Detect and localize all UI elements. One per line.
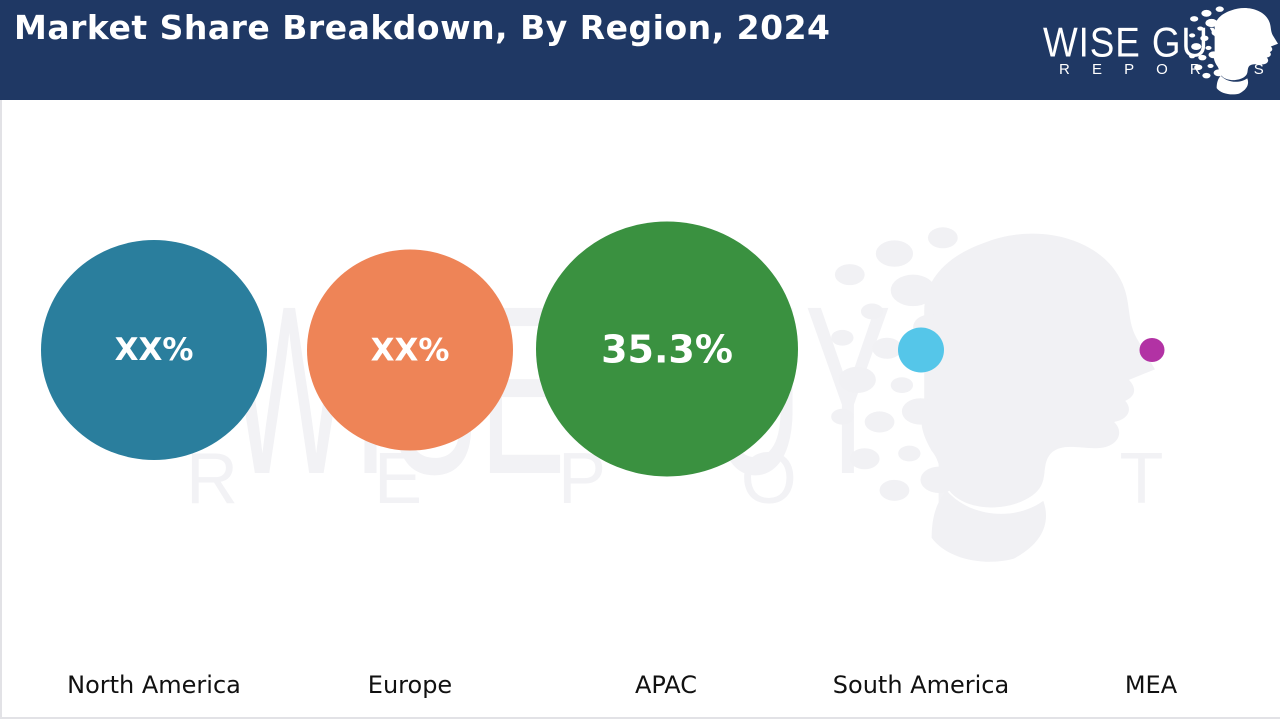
category-label-south-america: South America [832, 671, 1010, 699]
bubble-mea [1139, 338, 1165, 362]
page-title: Market Share Breakdown, By Region, 2024 [14, 8, 831, 47]
header-bar: Market Share Breakdown, By Region, 2024 … [0, 0, 1280, 100]
bubble-value-label: XX% [114, 332, 194, 368]
bubble-value-label: 35.3% [601, 327, 733, 371]
bubble-europe: XX% [307, 249, 513, 451]
chart-left-spine [0, 100, 2, 718]
wise-guy-head-logo-icon [1189, 6, 1278, 95]
category-label-europe: Europe [367, 671, 453, 699]
bubble-north-america: XX% [41, 240, 267, 460]
bubble-south-america [898, 327, 944, 373]
watermark-head-icon [831, 227, 1155, 562]
category-label-north-america: North America [67, 671, 241, 699]
bubble-apac: 35.3% [536, 221, 798, 477]
bubble-value-label: XX% [370, 332, 450, 368]
category-label-apac: APAC [634, 671, 698, 699]
chart-bottom-spine [0, 717, 1280, 719]
category-label-mea: MEA [1124, 671, 1178, 699]
